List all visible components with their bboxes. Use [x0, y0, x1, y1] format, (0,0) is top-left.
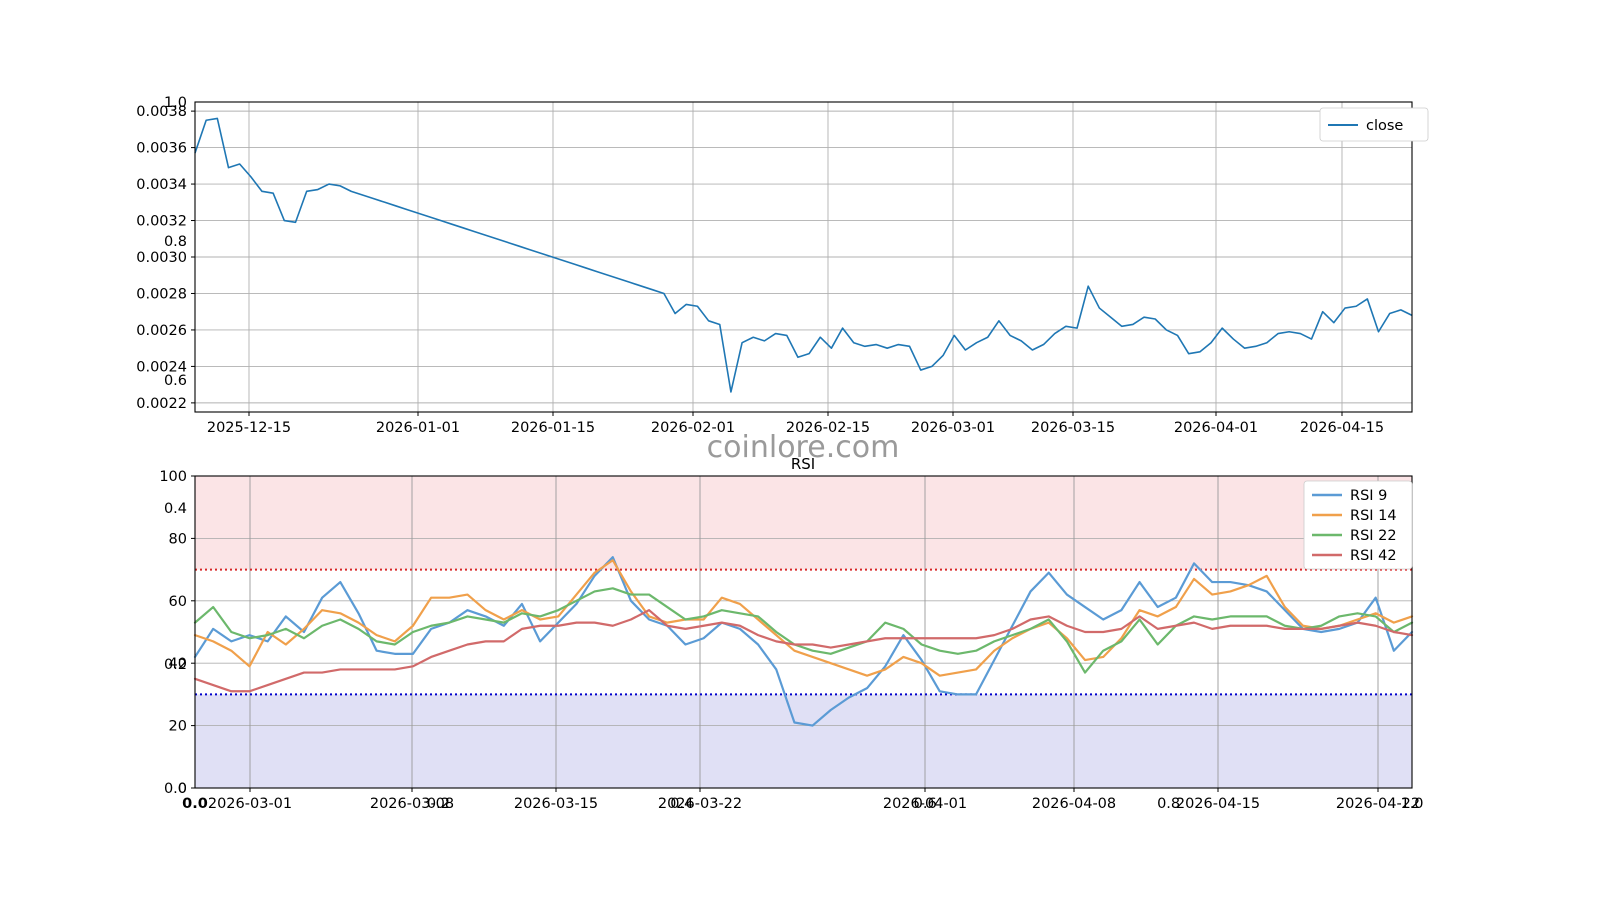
price-y-tick-label: 0.0038	[136, 104, 187, 120]
price-panel: 0.0022 0.0024 0.0026 0.0028 0.0030 0.0032 0.00…	[136, 95, 1429, 436]
rsi-series-line-rsi-42	[193, 609, 1414, 693]
price-overlay-y-tick-label: 0.8	[164, 234, 187, 250]
rsi-overlay-x-tick-label: 0.6	[914, 796, 937, 812]
rsi-legend-label-rsi-9: RSI 9	[1350, 488, 1387, 504]
price-y-tick-label: 0.0036	[136, 141, 187, 157]
price-x-tick-label: 2026-02-15	[786, 420, 870, 436]
price-x-tick-label: 2026-04-01	[1174, 420, 1258, 436]
rsi-overlay-x-tick-label: 1.0	[1400, 796, 1423, 812]
rsi-series-line-rsi-14	[193, 559, 1414, 677]
rsi-series-line-rsi-22	[193, 587, 1414, 674]
rsi-series-line-rsi-9	[193, 556, 1414, 727]
price-overlay-y-tick-label: 0.6	[164, 373, 187, 389]
oversold-band	[195, 694, 1412, 788]
close-price-line	[194, 117, 1413, 393]
price-gridlines	[191, 102, 1412, 416]
rsi-legend[interactable]: RSI 9 RSI 14 RSI 22 RSI 42	[1303, 480, 1413, 570]
rsi-x-tick-label: 2026-03-22	[658, 796, 742, 812]
price-y-tick-label: 0.0030	[136, 250, 187, 266]
rsi-y-tick-label: 100	[159, 469, 187, 485]
rsi-overlay-y-tick-label: 0.0	[164, 781, 187, 797]
rsi-x-tick-label: 2026-03-08	[370, 796, 454, 812]
rsi-y-tick-label: 0	[178, 781, 187, 797]
rsi-overlay-x-tick-label: 0.4	[670, 796, 693, 812]
price-legend[interactable]: close	[1319, 107, 1429, 142]
price-y-axis-labels: 0.0022 0.0024 0.0026 0.0028 0.0030 0.0032 0.00…	[136, 104, 187, 412]
rsi-x-tick-label: 2026-04-15	[1176, 796, 1260, 812]
price-x-tick-label: 2026-03-15	[1031, 420, 1115, 436]
overbought-band	[195, 476, 1412, 570]
watermark: coinlore.com	[707, 430, 900, 465]
rsi-overlay-x-axis-labels: 0.0 0.2 0.4 0.6 0.8 1.0	[182, 796, 1423, 812]
price-overlay-y-axis-labels: 0.6 0.8 1.0	[164, 95, 187, 389]
rsi-overlay-x-tick-label: 0.0	[182, 796, 208, 812]
price-y-tick-label: 0.0032	[136, 214, 187, 230]
price-plot-frame	[194, 101, 1413, 413]
rsi-x-tick-label: 2026-04-01	[883, 796, 967, 812]
rsi-x-axis-labels: 2026-03-01 2026-03-08 2026-03-15 2026-03-22…	[208, 796, 1420, 812]
rsi-y-tick-label: 20	[169, 719, 187, 735]
rsi-x-tick-label: 2026-03-15	[514, 796, 598, 812]
price-x-tick-label: 2025-12-15	[207, 420, 291, 436]
rsi-overlay-y-tick-label: 0.2	[164, 657, 187, 673]
rsi-legend-box[interactable]	[1303, 480, 1413, 570]
price-y-tick-label: 0.0026	[136, 323, 187, 339]
price-legend-label: close	[1366, 118, 1403, 134]
rsi-legend-label-rsi-22: RSI 22	[1350, 528, 1397, 544]
rsi-overlay-y-axis-labels: 0.4 0.2 0.0	[164, 501, 187, 797]
price-x-tick-label: 2026-03-01	[911, 420, 995, 436]
rsi-legend-label-rsi-42: RSI 42	[1350, 548, 1397, 564]
rsi-x-tick-label: 2026-04-08	[1032, 796, 1116, 812]
price-line-series	[194, 117, 1413, 393]
price-y-tick-label: 0.0022	[136, 396, 187, 412]
price-y-tick-label: 0.0028	[136, 286, 187, 302]
rsi-x-tick-label: 2026-04-22	[1336, 796, 1420, 812]
price-x-tick-label: 2026-01-01	[376, 420, 460, 436]
price-y-tick-label: 0.0024	[136, 359, 187, 375]
rsi-x-tick-label: 2026-03-01	[208, 796, 292, 812]
rsi-line-series	[193, 556, 1414, 727]
rsi-overlay-x-tick-label: 0.2	[427, 796, 450, 812]
rsi-y-tick-label: 40	[169, 656, 187, 672]
price-overlay-y-tick-label: 1.0	[164, 95, 187, 111]
rsi-overlay-x-tick-label: 0.8	[1157, 796, 1180, 812]
price-legend-box[interactable]	[1319, 107, 1429, 142]
price-x-axis-labels: 2025-12-15 2026-01-01 2026-01-15 2026-02-01…	[207, 420, 1384, 436]
price-x-tick-label: 2026-01-15	[511, 420, 595, 436]
price-x-tick-label: 2026-02-01	[651, 420, 735, 436]
rsi-y-tick-label: 60	[169, 594, 187, 610]
rsi-panel-title: RSI	[791, 455, 815, 473]
rsi-overlay-y-tick-label: 0.4	[164, 501, 187, 517]
rsi-y-tick-label: 80	[169, 531, 187, 547]
price-x-tick-label: 2026-04-15	[1300, 420, 1384, 436]
price-y-tick-label: 0.0034	[136, 177, 187, 193]
rsi-y-axis-labels: 0 20 40 60 80 100	[159, 469, 187, 797]
rsi-plot-frame	[194, 475, 1413, 789]
rsi-legend-label-rsi-14: RSI 14	[1350, 508, 1397, 524]
